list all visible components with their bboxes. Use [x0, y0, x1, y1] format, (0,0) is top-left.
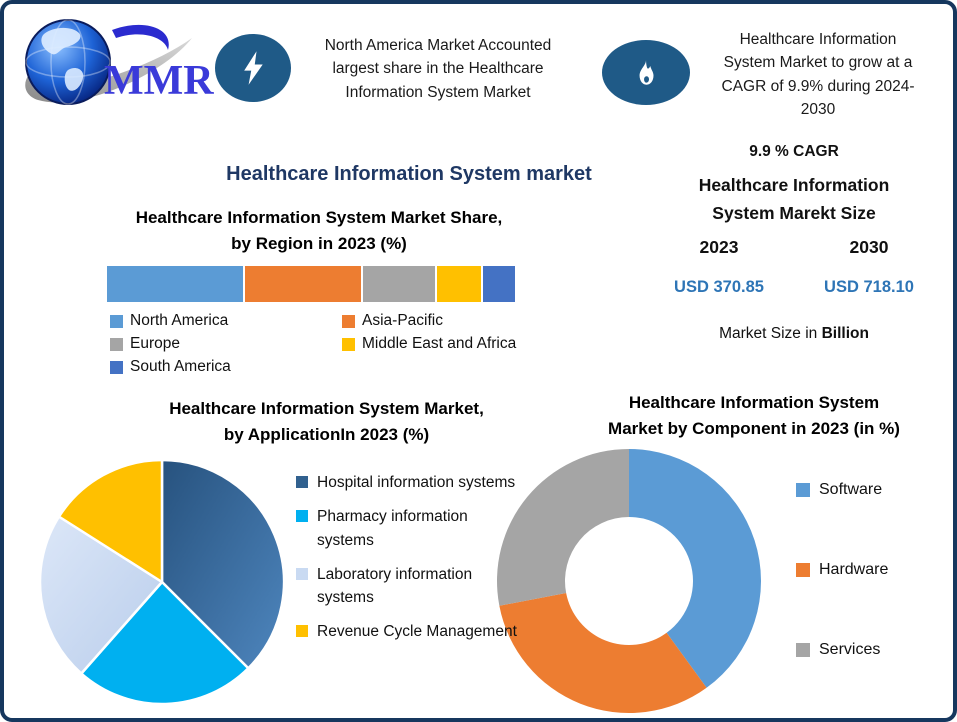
- legend-item-south-america: South America: [110, 358, 342, 376]
- market-size-footnote: Market Size in Billion: [644, 325, 944, 343]
- bar-segment-north-america: [107, 266, 243, 302]
- banner-north-america-text: North America Market Accounted largest s…: [293, 34, 583, 104]
- banner-line: System Market to grow at a: [723, 54, 913, 72]
- legend-swatch: [796, 643, 810, 657]
- pie-chart-title: Healthcare Information System Market, by…: [49, 396, 604, 447]
- banner-line: 2030: [800, 100, 836, 118]
- logo-text: MMR: [104, 58, 214, 104]
- pie-slice-pharmacy-information-systems: [80, 580, 250, 706]
- footnote-bold: Billion: [821, 325, 869, 342]
- legend-swatch: [342, 315, 355, 328]
- legend-label: Software: [819, 481, 883, 498]
- donut-slice-services: [497, 449, 629, 606]
- market-size-values: USD 370.85 USD 718.10: [644, 278, 944, 297]
- banner-line: largest share in the Healthcare: [332, 60, 544, 78]
- application-legend: Hospital information systems Pharmacy inf…: [296, 471, 521, 655]
- legend-swatch: [296, 567, 308, 580]
- region-stacked-bar: [107, 266, 515, 302]
- legend-item-middle-east-and-africa: Middle East and Africa: [342, 335, 540, 353]
- donut-chart-title-line: Healthcare Information System: [628, 393, 880, 412]
- pie-chart-title-line: by ApplicationIn 2023 (%): [223, 424, 430, 444]
- legend-item-hardware: Hardware: [796, 561, 888, 579]
- legend-item-software: Software: [796, 481, 888, 499]
- legend-label: Hardware: [819, 561, 889, 578]
- bar-segment-europe: [363, 266, 435, 302]
- bar-chart-title-line: by Region in 2023 (%): [231, 233, 407, 253]
- legend-label: Middle East and Africa: [362, 335, 517, 352]
- bar-segment-asia-pacific: [245, 266, 361, 302]
- donut-chart-title: Healthcare Information System Market by …: [559, 390, 949, 441]
- globe-icon: MMR: [25, 19, 214, 105]
- pie-slice-laboratory-information-systems: [38, 515, 164, 675]
- legend-swatch: [296, 625, 308, 638]
- legend-item-europe: Europe: [110, 335, 342, 353]
- legend-swatch: [296, 476, 308, 488]
- legend-label: Europe: [130, 335, 180, 352]
- component-donut-chart: [497, 449, 762, 713]
- banner-line: Information System Market: [345, 83, 531, 101]
- legend-label: North America: [130, 312, 229, 329]
- mmr-logo: MMR: [16, 12, 216, 110]
- donut-chart-title-line: Market by Component in 2023 (in %): [608, 418, 900, 438]
- market-size-heading: Healthcare Information System Marekt Siz…: [644, 171, 944, 227]
- bar-chart-title: Healthcare Information System Market Sha…: [64, 205, 574, 256]
- banner-line: Healthcare Information: [739, 31, 897, 48]
- legend-label: Services: [819, 641, 881, 658]
- lightning-icon: [215, 34, 291, 102]
- legend-item-services: Services: [796, 641, 888, 659]
- legend-item-asia-pacific: Asia-Pacific: [342, 312, 540, 330]
- application-pie-chart: [38, 458, 286, 706]
- legend-swatch: [110, 338, 123, 351]
- bar-segment-south-america: [483, 266, 515, 302]
- market-size-heading-line: System Marekt Size: [712, 203, 876, 223]
- legend-swatch: [110, 315, 123, 328]
- market-size-years: 2023 2030: [644, 237, 944, 258]
- page-title: Healthcare Information System market: [226, 163, 592, 186]
- bar-chart-title-line: Healthcare Information System Market Sha…: [135, 208, 503, 227]
- footnote-prefix: Market Size in: [719, 325, 822, 342]
- component-legend: Software Hardware Services: [796, 481, 888, 718]
- pie-slice-revenue-cycle-management: [57, 458, 164, 584]
- legend-swatch: [110, 361, 123, 374]
- banner-cagr-text: Healthcare Information System Market to …: [692, 28, 944, 121]
- donut-slice-software: [629, 449, 762, 688]
- year-2023: 2023: [699, 237, 739, 257]
- value-2030: USD 718.10: [824, 278, 914, 296]
- legend-swatch: [796, 563, 810, 577]
- market-size-heading-line: Healthcare Information: [698, 175, 890, 195]
- region-legend: North America Asia-Pacific Europe Middle Ea…: [110, 312, 540, 376]
- legend-swatch: [296, 510, 308, 523]
- pie-chart-title-line: Healthcare Information System Market,: [169, 399, 484, 418]
- legend-label: Laboratory information systems: [317, 565, 473, 606]
- flame-icon: [602, 40, 690, 105]
- pie-slice-hospital-information-systems: [160, 458, 286, 670]
- legend-swatch: [796, 483, 810, 497]
- legend-item-laboratory-information-systems: Laboratory information systems: [296, 563, 521, 610]
- legend-swatch: [342, 338, 355, 351]
- bar-segment-middle-east-and-africa: [437, 266, 481, 302]
- legend-label: Revenue Cycle Management: [317, 623, 517, 641]
- cagr-value: 9.9 % CAGR: [749, 143, 839, 160]
- legend-label: Hospital information systems: [317, 474, 516, 491]
- value-2023: USD 370.85: [674, 278, 764, 296]
- banner-north-america: North America Market Accounted largest s…: [215, 32, 583, 104]
- legend-label: Asia-Pacific: [362, 312, 443, 329]
- donut-slice-hardware: [499, 592, 707, 713]
- banner-cagr-growth: Healthcare Information System Market to …: [602, 28, 944, 121]
- legend-item-revenue-cycle-management: Revenue Cycle Management: [296, 620, 521, 643]
- banner-line: CAGR of 9.9% during 2024-: [721, 77, 915, 95]
- banner-line: North America Market Accounted: [324, 37, 552, 54]
- legend-item-hospital-information-systems: Hospital information systems: [296, 471, 521, 494]
- legend-item-north-america: North America: [110, 312, 342, 330]
- legend-item-pharmacy-information-systems: Pharmacy information systems: [296, 505, 521, 552]
- legend-label: South America: [130, 358, 231, 375]
- year-2030: 2030: [849, 237, 889, 257]
- legend-label: Pharmacy information systems: [317, 508, 468, 549]
